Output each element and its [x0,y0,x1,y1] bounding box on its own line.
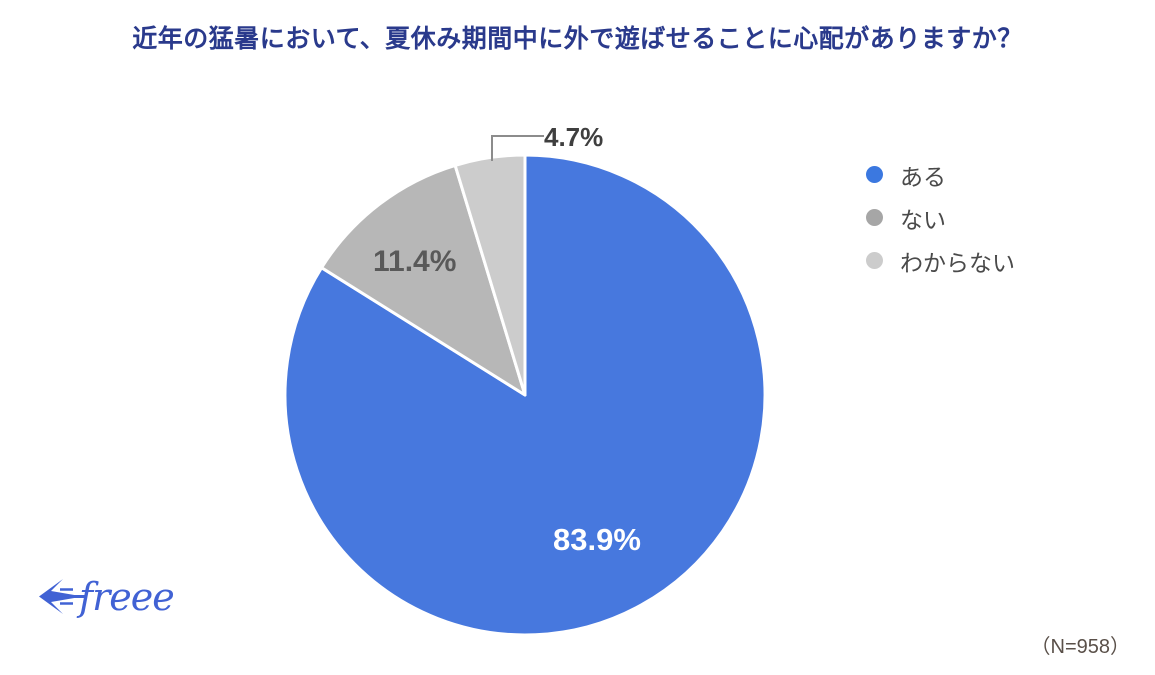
page-title: 近年の猛暑において、夏休み期間中に外で遊ばせることに心配がありますか？ [132,25,1023,53]
brand-name: freee [79,575,175,619]
pie-chart [283,153,767,637]
brand-logo: freee [33,573,175,621]
pie-chart-svg [283,153,767,637]
legend-item-nai[interactable]: ない [866,196,1015,239]
slice-label-nai: 11.4% [373,245,457,278]
legend-item-aru[interactable]: ある [866,153,1015,196]
swallow-bird-icon [39,579,85,614]
legend-item-label: ない [900,206,946,233]
legend-item-wakaranai[interactable]: わからない [866,239,1015,282]
slice-label-wakaranai: 4.7% [544,122,604,152]
pie-slice[interactable] [320,163,527,397]
slice-label-aru: 83.9% [553,522,641,557]
sample-size-note: （N=958） [1030,636,1131,658]
legend-swatch-icon [866,166,883,183]
legend-swatch-icon [866,252,883,269]
legend-item-label: わからない [900,249,1015,276]
legend-item-label: ある [900,163,946,190]
legend: ある ない わからない [866,153,1015,282]
legend-swatch-icon [866,209,883,226]
pie-slice-group [283,153,767,637]
